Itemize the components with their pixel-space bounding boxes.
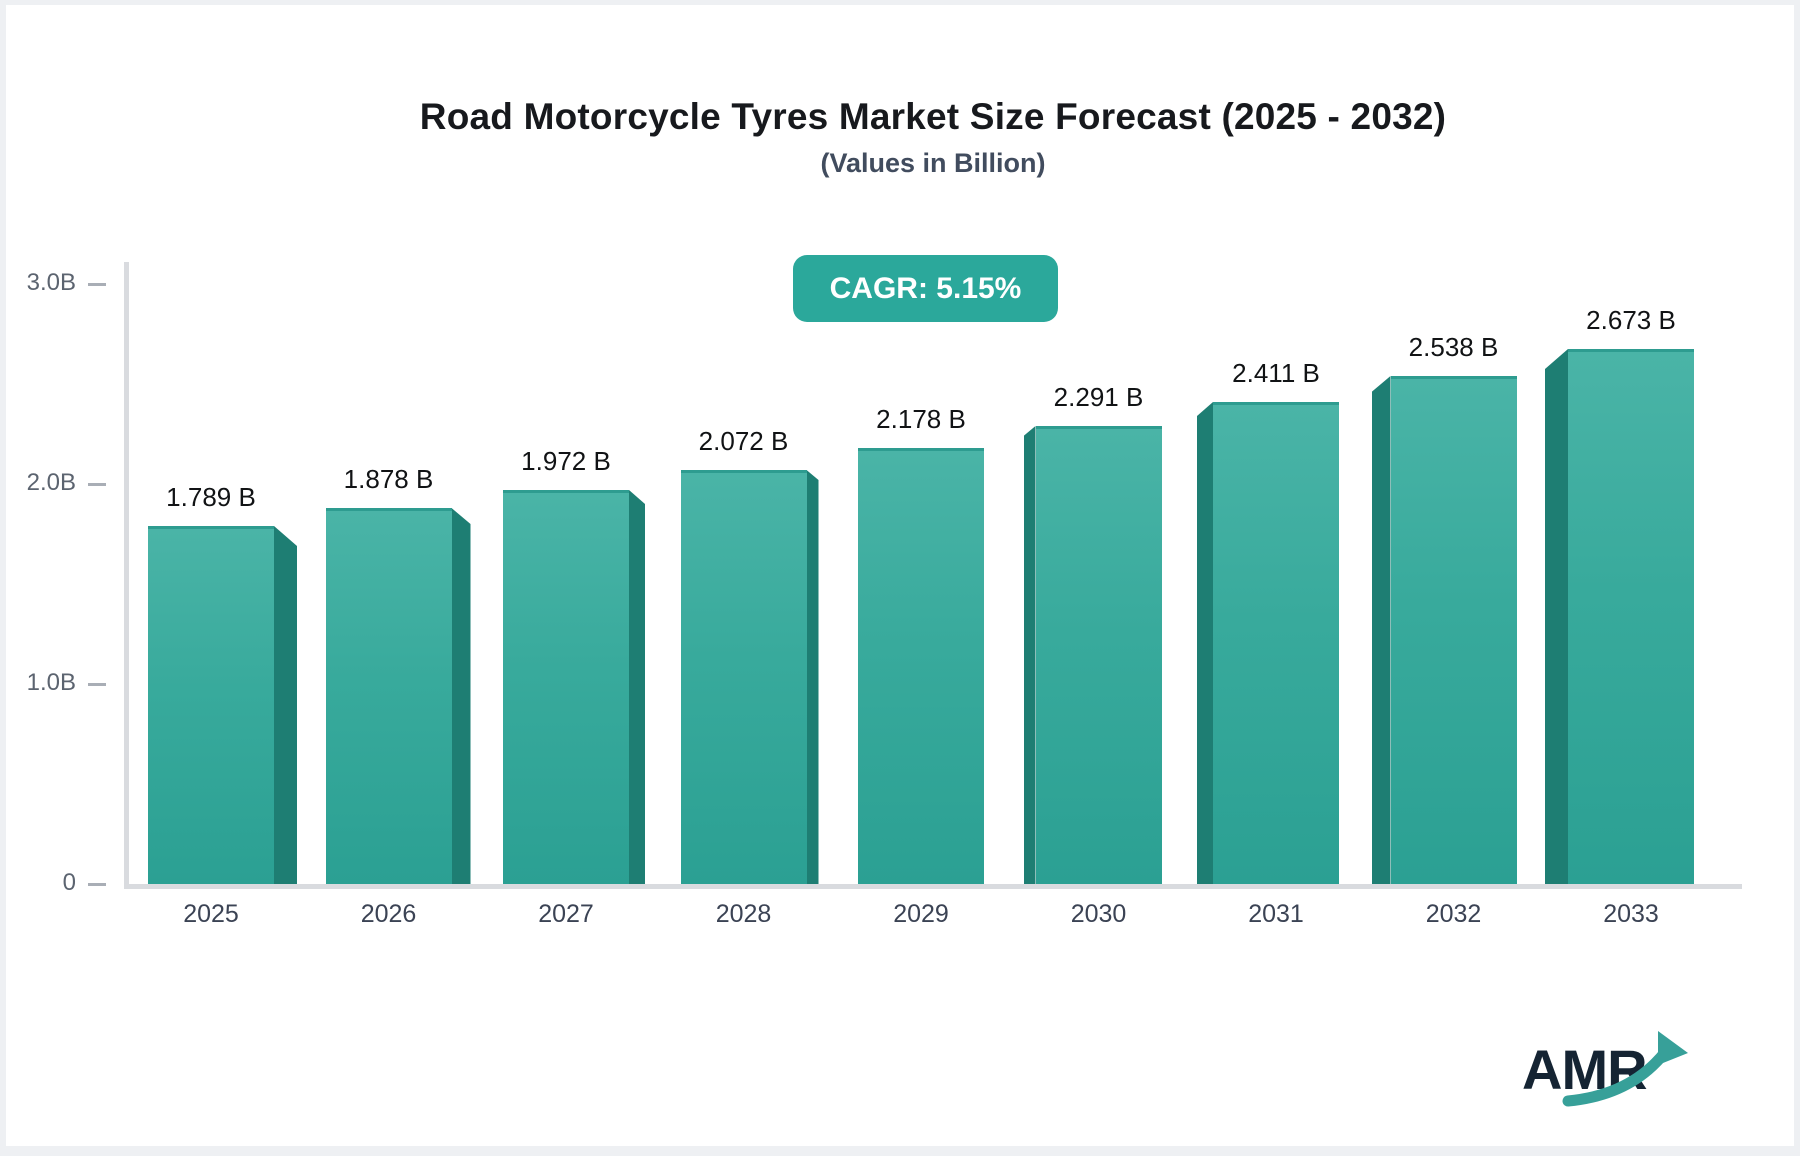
y-axis-tick-label: 2.0B	[26, 469, 76, 496]
bar-3d-side	[1023, 426, 1036, 884]
bar-value-label: 2.291 B	[1053, 382, 1144, 412]
y-axis-tick	[88, 483, 106, 486]
bar-3d-side	[1197, 402, 1213, 884]
bar-3d-side	[1371, 376, 1391, 884]
x-axis-category-label: 2029	[893, 900, 949, 928]
bar-value-label: 1.878 B	[343, 464, 434, 494]
y-axis-tick	[88, 683, 106, 686]
bar	[503, 490, 629, 884]
bar-value-label: 2.411 B	[1232, 358, 1320, 388]
bar-value-label: 2.538 B	[1408, 332, 1499, 362]
bar-value-label: 2.072 B	[698, 426, 789, 456]
bar-value-label: 1.789 B	[166, 482, 256, 512]
bar-3d-side	[274, 526, 297, 884]
x-axis-category-label: 2026	[360, 900, 417, 928]
bar-value-label: 2.178 B	[876, 404, 966, 434]
y-axis-tick-label: 1.0B	[26, 669, 76, 696]
x-axis-category-label: 2030	[1070, 900, 1127, 928]
y-axis-tick-label: 0	[62, 869, 76, 896]
bar	[325, 508, 452, 884]
bar	[1390, 376, 1517, 884]
y-axis-tick	[88, 283, 106, 286]
bar-3d-side	[629, 490, 645, 884]
y-axis-tick-label: 3.0B	[26, 269, 76, 296]
x-axis-category-label: 2027	[538, 900, 594, 928]
bar-value-label: 1.972 B	[521, 446, 611, 476]
bar	[1213, 402, 1339, 884]
cagr-badge: CAGR: 5.15%	[793, 255, 1058, 322]
bar	[858, 448, 984, 884]
bar	[148, 526, 274, 884]
x-axis-category-label: 2025	[183, 900, 239, 928]
x-axis-category-label: 2032	[1425, 900, 1482, 928]
y-axis-line	[124, 262, 129, 889]
bar	[1568, 349, 1694, 884]
x-axis-category-label: 2033	[1603, 900, 1659, 928]
bar-3d-side	[806, 470, 819, 884]
chart-title: Road Motorcycle Tyres Market Size Foreca…	[419, 96, 1447, 137]
bar-value-label: 2.673 B	[1586, 305, 1676, 335]
bar	[1035, 426, 1162, 884]
y-axis-tick	[88, 883, 106, 886]
x-axis-line	[124, 884, 1742, 889]
x-axis-category-label: 2031	[1248, 900, 1304, 928]
x-axis-category-label: 2028	[715, 900, 772, 928]
chart-subtitle: (Values in Billion)	[820, 148, 1046, 178]
amr-logo: AMR	[1522, 1031, 1688, 1107]
bar-3d-side	[451, 508, 471, 884]
amr-logo-text: AMR	[1522, 1038, 1647, 1101]
bar-3d-side	[1545, 349, 1568, 884]
bar	[680, 470, 807, 884]
